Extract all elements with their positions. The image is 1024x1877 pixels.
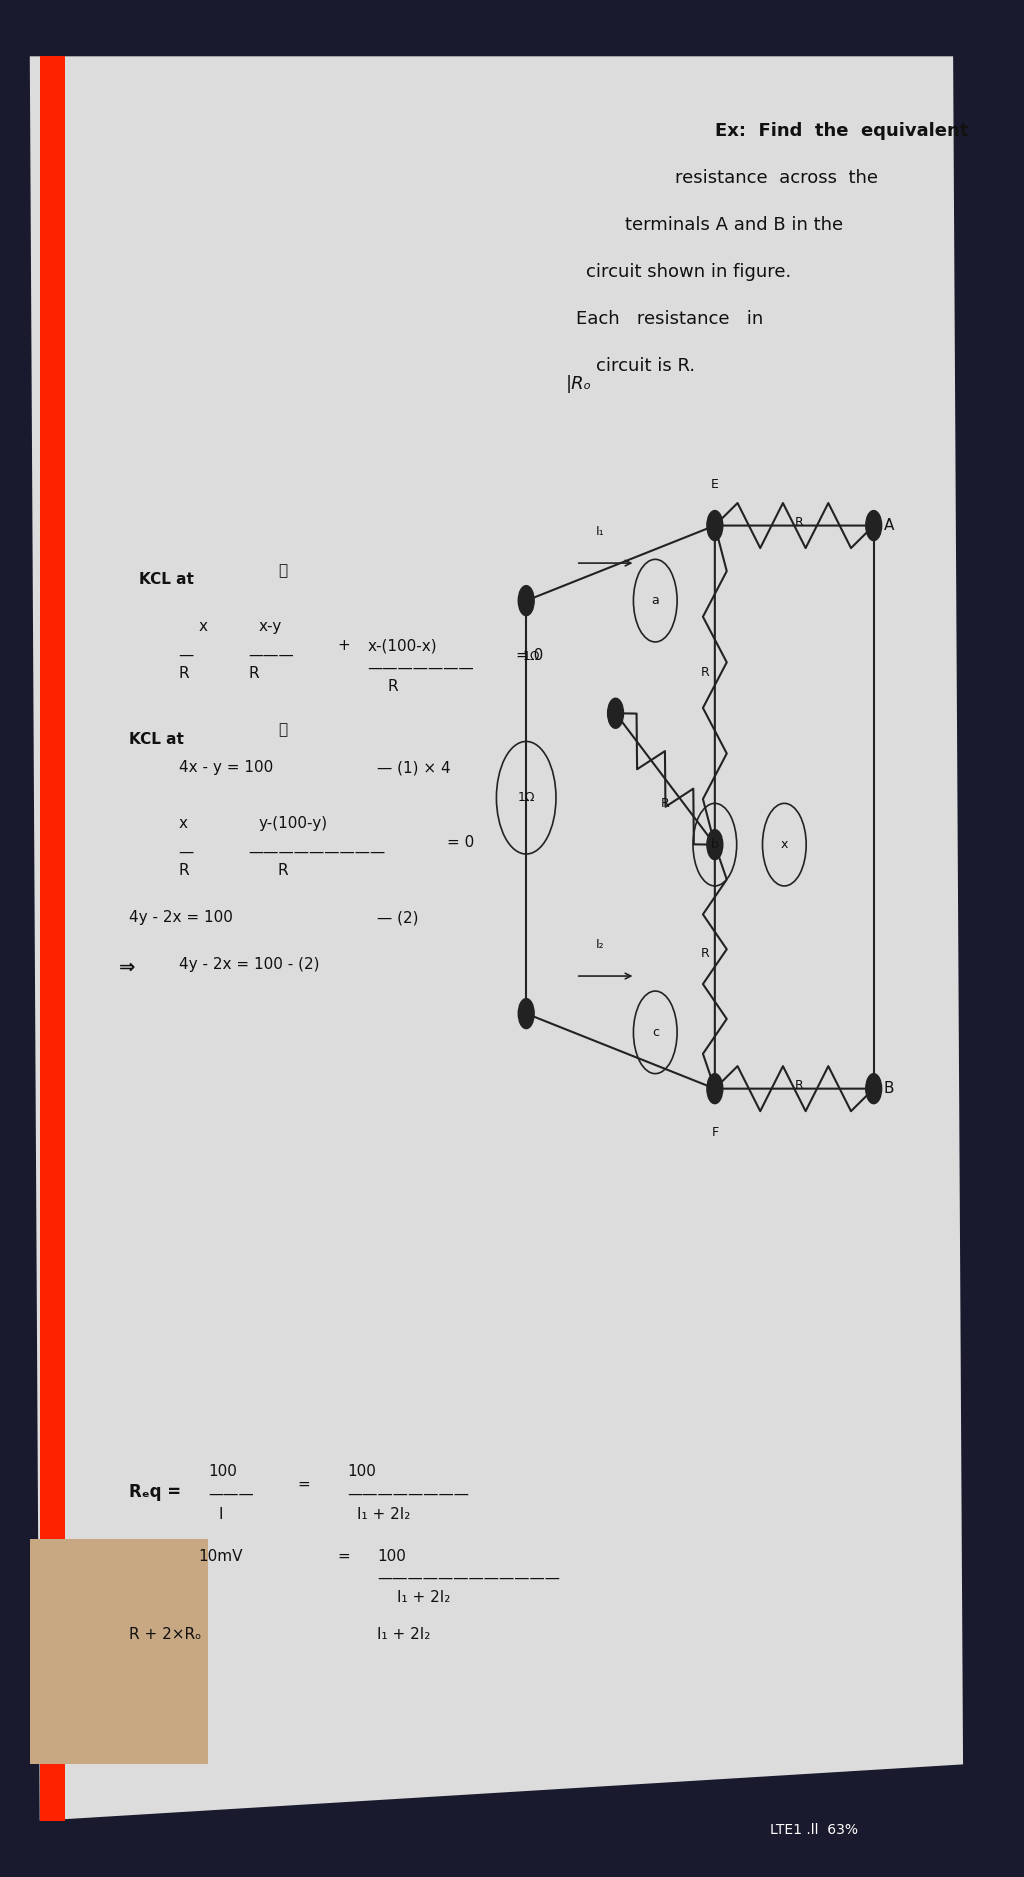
Text: —————————: ————————— — [248, 845, 385, 860]
Text: R: R — [179, 863, 189, 878]
Polygon shape — [30, 56, 963, 1821]
Text: 1Ω: 1Ω — [517, 792, 535, 803]
Text: ⇒: ⇒ — [119, 957, 135, 976]
Text: = 0: = 0 — [446, 835, 474, 850]
Text: R: R — [660, 798, 670, 811]
Text: I₁: I₁ — [596, 526, 604, 539]
Text: R: R — [795, 1079, 804, 1092]
Text: x-(100-x): x-(100-x) — [368, 638, 437, 653]
Text: x: x — [199, 619, 208, 634]
Text: —: — — [179, 845, 194, 860]
Circle shape — [607, 698, 624, 728]
Text: A: A — [884, 518, 894, 533]
Text: ———: ——— — [248, 648, 294, 663]
Text: 100: 100 — [347, 1464, 377, 1479]
Text: I₁ + 2I₂: I₁ + 2I₂ — [377, 1627, 431, 1642]
Circle shape — [518, 999, 535, 1029]
Text: ————————————: ———————————— — [377, 1571, 560, 1586]
Text: 100: 100 — [209, 1464, 238, 1479]
Text: F: F — [712, 1126, 719, 1139]
Text: |Rₒ: |Rₒ — [566, 375, 592, 394]
Text: Rₑq =: Rₑq = — [129, 1483, 181, 1502]
Text: R: R — [278, 863, 289, 878]
Text: y-(100-y): y-(100-y) — [258, 816, 328, 832]
Text: I₁ + 2I₂: I₁ + 2I₂ — [397, 1590, 451, 1605]
Text: R: R — [795, 516, 804, 529]
Text: LTE1 .ll  63%: LTE1 .ll 63% — [770, 1823, 858, 1838]
Text: resistance  across  the: resistance across the — [675, 169, 879, 188]
Bar — [40, 56, 65, 1821]
Text: ⓑ: ⓑ — [278, 723, 287, 738]
Text: =: = — [298, 1477, 310, 1492]
Text: b: b — [711, 839, 719, 850]
Text: 1Ω: 1Ω — [522, 651, 540, 663]
Circle shape — [707, 511, 723, 541]
Text: R: R — [700, 666, 710, 679]
Text: ⓐ: ⓐ — [278, 563, 287, 578]
Text: B: B — [884, 1081, 894, 1096]
Text: E: E — [711, 479, 719, 492]
Text: terminals A and B in the: terminals A and B in the — [626, 216, 844, 235]
Text: circuit shown in figure.: circuit shown in figure. — [586, 263, 791, 282]
Text: +: + — [338, 638, 350, 653]
Text: ————————: ———————— — [347, 1487, 469, 1502]
Circle shape — [865, 1074, 882, 1104]
Text: ———: ——— — [209, 1487, 254, 1502]
Text: = 0: = 0 — [516, 648, 544, 663]
Circle shape — [707, 1074, 723, 1104]
Text: =: = — [338, 1549, 350, 1564]
Bar — [30, 1539, 209, 1764]
Text: 10mV: 10mV — [199, 1549, 243, 1564]
Text: R: R — [248, 666, 259, 681]
Text: circuit is R.: circuit is R. — [596, 357, 695, 375]
Text: —: — — [179, 648, 194, 663]
Text: I₂: I₂ — [596, 938, 604, 952]
Text: Ex:  Find  the  equivalent: Ex: Find the equivalent — [715, 122, 969, 141]
Text: Each   resistance   in: Each resistance in — [575, 310, 763, 328]
Circle shape — [865, 511, 882, 541]
Text: 4y - 2x = 100: 4y - 2x = 100 — [129, 910, 232, 925]
Text: — (1) × 4: — (1) × 4 — [377, 760, 451, 775]
Text: 100: 100 — [377, 1549, 407, 1564]
Text: KCL at: KCL at — [129, 732, 184, 747]
Text: a: a — [651, 595, 659, 606]
Text: c: c — [651, 1027, 658, 1038]
Text: — (2): — (2) — [377, 910, 419, 925]
Text: KCL at: KCL at — [139, 572, 194, 588]
Text: R: R — [700, 948, 710, 961]
Text: R: R — [179, 666, 189, 681]
Text: ———————: ——————— — [368, 661, 474, 676]
Text: I: I — [218, 1507, 223, 1522]
Text: R + 2×Rₒ: R + 2×Rₒ — [129, 1627, 202, 1642]
Circle shape — [518, 586, 535, 616]
Text: x: x — [780, 839, 788, 850]
Text: x-y: x-y — [258, 619, 282, 634]
Text: 4y - 2x = 100 - (2): 4y - 2x = 100 - (2) — [179, 957, 319, 972]
Text: I₁ + 2I₂: I₁ + 2I₂ — [357, 1507, 411, 1522]
Text: R: R — [387, 679, 398, 694]
Text: 4x - y = 100: 4x - y = 100 — [179, 760, 273, 775]
Text: x: x — [179, 816, 187, 832]
Circle shape — [707, 830, 723, 860]
